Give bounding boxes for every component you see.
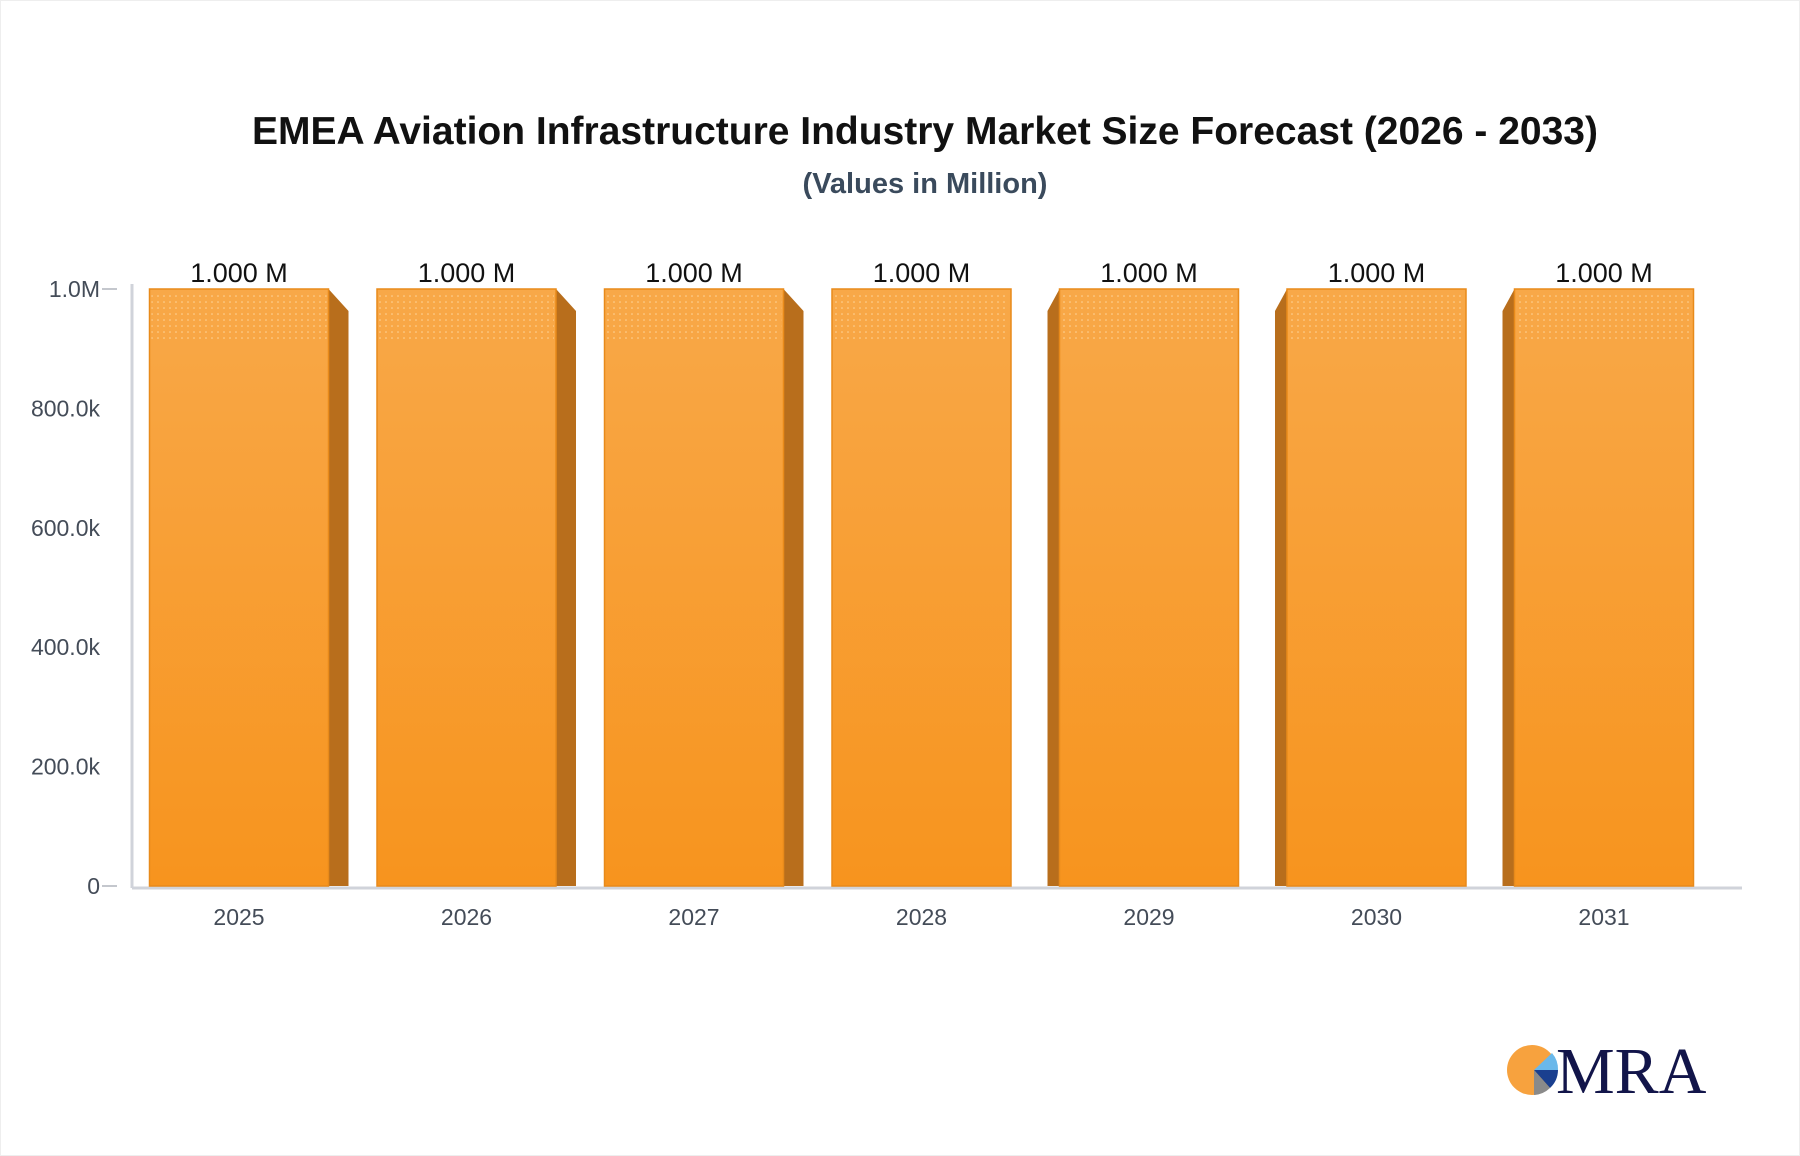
bar-texture [1061, 291, 1237, 343]
data-label: 1.000 M [190, 258, 288, 288]
bar-side [1275, 289, 1287, 886]
data-label: 1.000 M [1328, 258, 1426, 288]
bar-side [328, 289, 349, 886]
bar-side [783, 289, 804, 886]
bar-texture [1516, 291, 1692, 343]
y-tick-label: 800.0k [31, 395, 101, 421]
bar [376, 288, 557, 887]
data-label: 1.000 M [1555, 258, 1653, 288]
x-tick-label: 2028 [896, 904, 947, 930]
logo-text: MRA [1556, 1035, 1707, 1108]
x-tick-label: 2029 [1123, 904, 1174, 930]
chart-subtitle: (Values in Million) [802, 168, 1048, 200]
y-tick-label: 200.0k [31, 754, 101, 780]
bar [1286, 288, 1467, 887]
data-label: 1.000 M [873, 258, 971, 288]
bar-side [556, 289, 576, 886]
bar [148, 288, 330, 887]
x-tick-label: 2026 [441, 904, 492, 930]
x-tick-label: 2031 [1578, 904, 1629, 930]
y-tick-label: 0 [87, 873, 100, 899]
y-tick-label: 1.0M [49, 276, 100, 302]
bar-texture [606, 291, 782, 343]
chart-title: EMEA Aviation Infrastructure Industry Ma… [252, 110, 1598, 153]
x-tick-label: 2025 [213, 904, 264, 930]
bar [831, 288, 1012, 887]
bar [1513, 288, 1695, 887]
data-label: 1.000 M [418, 258, 516, 288]
bar-texture [151, 291, 327, 343]
bar-side [1047, 289, 1060, 886]
y-tick-label: 600.0k [31, 515, 101, 541]
x-tick-label: 2030 [1351, 904, 1402, 930]
data-label: 1.000 M [1100, 258, 1198, 288]
bar-texture [1289, 291, 1464, 343]
x-tick-label: 2027 [668, 904, 719, 930]
bar [603, 288, 785, 887]
bar-side [1502, 289, 1515, 886]
bar [1058, 288, 1240, 887]
y-tick-label: 400.0k [31, 634, 101, 660]
data-label: 1.000 M [645, 258, 743, 288]
bar-texture [379, 291, 554, 343]
bar-texture [834, 291, 1009, 343]
